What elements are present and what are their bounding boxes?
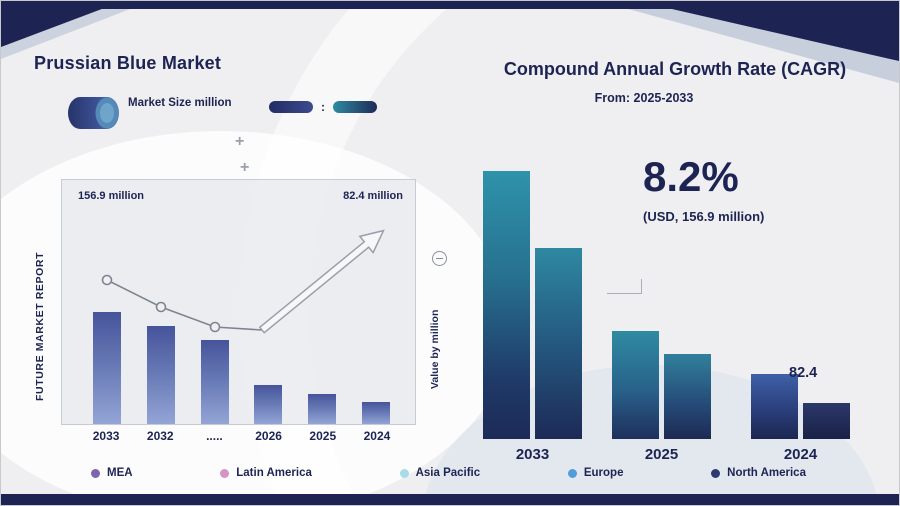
market-size-legend-label: Market Size million [128,97,232,109]
cagr-title: Compound Annual Growth Rate (CAGR) [503,59,847,79]
x-axis-label: ..... [206,429,223,443]
trend-marker [155,301,167,313]
market-bar-2026 [254,385,283,424]
market-bar-column [349,402,403,424]
legend-label: Asia Pacific [415,467,481,479]
value-annotation: 82.4 [789,365,818,381]
left-chart-y-axis-label: FUTURE MARKET REPORT [34,251,46,401]
trend-marker [101,274,113,286]
right-chart-y-axis-label: Value by million [429,309,441,389]
x-axis-label: 2024 [783,446,818,463]
legend-dot-icon [220,468,230,478]
circle-minus-icon [432,251,447,266]
legend-item-north-america: North America [711,467,806,479]
bracket-decoration [607,279,642,294]
market-bar-..... [200,340,229,424]
market-bar-2032 [146,326,175,424]
plus-icon: + [235,133,245,150]
market-bar-column [80,312,134,424]
cagr-group-2033: 2033 [483,169,582,463]
market-bar-2033 [92,312,121,424]
legend-dot-icon [91,468,100,478]
x-axis-label: 2033 [515,446,550,463]
top-border [1,1,899,9]
legend-label: Latin America [236,467,312,479]
x-axis-label: 2032 [146,429,174,443]
x-axis-label: 2026 [255,429,282,443]
plus-icon: + [240,159,250,176]
market-bar-2025 [308,394,337,424]
legend-label: MEA [107,467,133,479]
legend-label: North America [727,467,806,479]
legend-label: Europe [583,467,624,479]
cagr-group-2024: 2024 [751,169,850,463]
legend-item-mea: MEA [91,467,133,479]
cagr-bar-2025-series_a [612,331,659,439]
cagr-value: 8.2% [643,153,739,200]
pill-separator: : [321,100,325,114]
market-bar-column [295,394,349,424]
end-value-annotation: 82.4 million [343,190,403,202]
cagr-note: (USD, 156.9 million) [643,209,765,224]
pill-teal [333,101,377,113]
bottom-border [1,494,899,505]
cagr-group-bars [612,169,711,439]
cagr-subtitle: From: 2025-2033 [594,91,694,105]
cagr-chart-groups: 2033 2025 2024 [483,163,855,463]
x-axis-label: 2025 [644,446,679,463]
cagr-bar-2024-series_b [803,403,850,439]
x-axis-label: 2024 [363,429,391,443]
cagr-bar-2024-series_a [751,374,798,439]
cylinder-icon [68,97,119,129]
region-legend: MEA Latin America Asia Pacific Europe North … [91,467,806,479]
market-bar-column [188,340,242,424]
cagr-bar-2025-series_b [664,354,711,439]
market-size-chart-xlabels: 2033 2032..... 2026 2025 2024 [79,429,404,443]
page-title: Prussian Blue Market [34,53,222,73]
x-axis-label: 2025 [309,429,337,443]
cagr-bar-2033-series_b [535,248,582,439]
legend-dot-icon [399,468,409,478]
legend-dot-icon [567,468,577,478]
cagr-chart: 2033 2025 2024 82.4 [483,163,855,463]
start-value-annotation: 156.9 million [78,190,145,202]
market-bar-column [241,385,295,424]
cagr-bar-2033-series_a [483,171,530,439]
market-bar-2024 [362,402,391,424]
cagr-group-bars [751,169,850,439]
legend-dot-icon [711,468,721,478]
market-size-chart: 156.9 million 82.4 million [61,179,416,425]
pill-decoration: : [269,101,377,113]
market-size-chart-bars [80,312,403,424]
x-axis-label: 2033 [92,429,120,443]
cagr-group-2025: 2025 [612,169,711,463]
legend-item-latin-america: Latin America [220,467,312,479]
pill-navy [269,101,313,113]
legend-item-asia-pacific: Asia Pacific [399,467,481,479]
cagr-group-bars [483,169,582,439]
market-bar-column [134,326,188,424]
legend-item-europe: Europe [567,467,624,479]
